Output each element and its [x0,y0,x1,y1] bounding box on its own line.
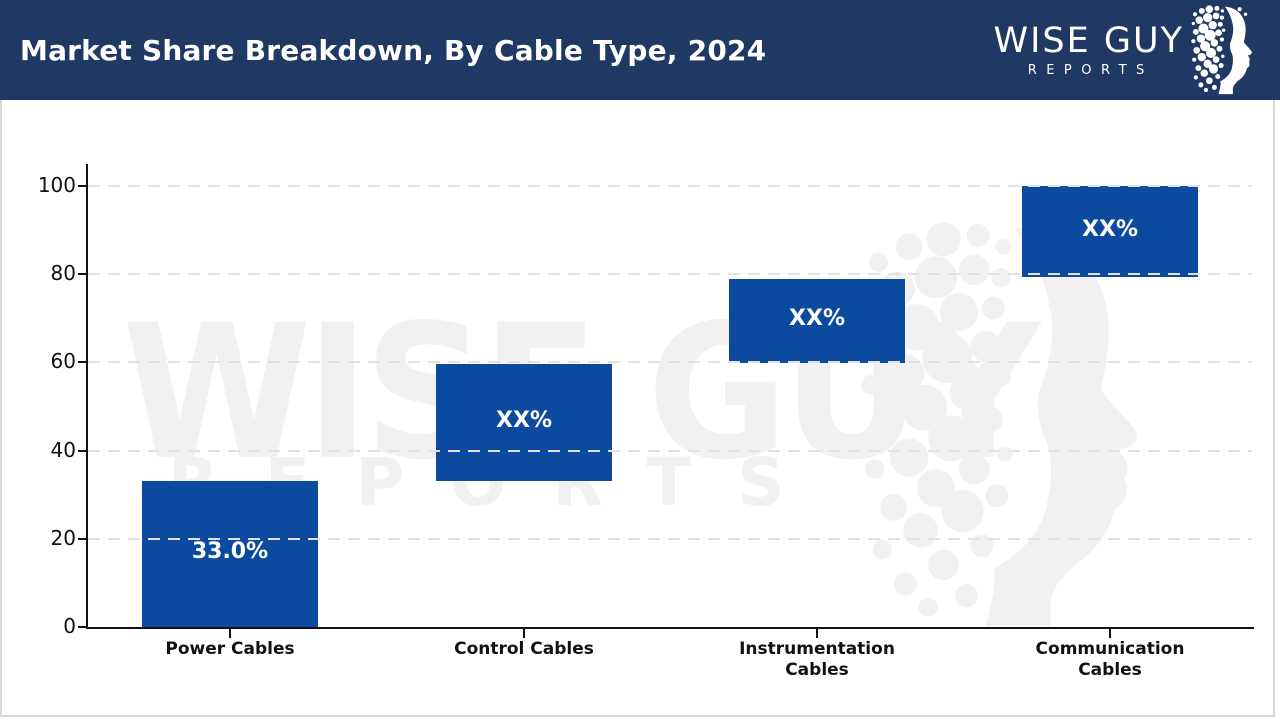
category-label: Instrumentation Cables [739,639,895,680]
y-tick [78,273,86,276]
gridline-40 [88,449,1252,452]
gridline-80 [88,273,1252,276]
y-axis-line [86,164,88,629]
page-title: Market Share Breakdown, By Cable Type, 2… [20,33,767,67]
y-tick-label: 40 [50,437,76,462]
y-tick-label: 100 [37,173,76,197]
x-tick [523,629,525,638]
y-tick-label: 80 [50,261,76,286]
bar-1 [142,481,318,627]
chart-area: WISE GUY REPORTS 0 20 40 60 80 100 33.0% XX% XX%… [0,100,1280,720]
gridline-60 [88,361,1252,364]
bar-value-label: XX% [789,306,845,332]
y-tick-label: 20 [50,525,76,550]
y-tick [78,537,86,540]
logo-subtext: REPORTS [1027,62,1154,78]
logo-text: WISE GUY REPORTS [993,20,1184,78]
bar-value-label: 33.0% [191,539,269,565]
y-tick [78,185,86,187]
gridline-20 [88,537,1252,540]
x-tick [229,629,231,638]
category-label: Control Cables [454,639,594,659]
wise-guy-logo: WISE GUY REPORTS [993,5,1266,95]
bar-value-label: XX% [1082,216,1138,242]
y-tick [78,626,86,628]
bar-value-label: XX% [496,407,552,433]
logo-wordmark: WISE GUY [993,20,1184,61]
category-label: Communication Cables [1035,639,1185,680]
right-edge-border [1273,100,1275,717]
left-edge-border [0,100,2,717]
y-tick-label: 60 [50,349,76,374]
bar-3 [729,279,905,363]
bar-4 [1022,186,1198,278]
bottom-edge-border [0,715,1275,717]
y-tick [78,361,86,364]
gridline-100 [88,185,1252,187]
y-tick-label: 0 [63,614,76,638]
wise-guy-head-icon [1188,5,1266,95]
bar-2 [436,363,612,482]
x-tick [1109,629,1111,638]
header: Market Share Breakdown, By Cable Type, 2… [0,0,1280,100]
category-label: Power Cables [165,639,295,659]
x-axis-line [86,627,1254,629]
x-tick [816,629,818,638]
y-tick [78,449,86,452]
